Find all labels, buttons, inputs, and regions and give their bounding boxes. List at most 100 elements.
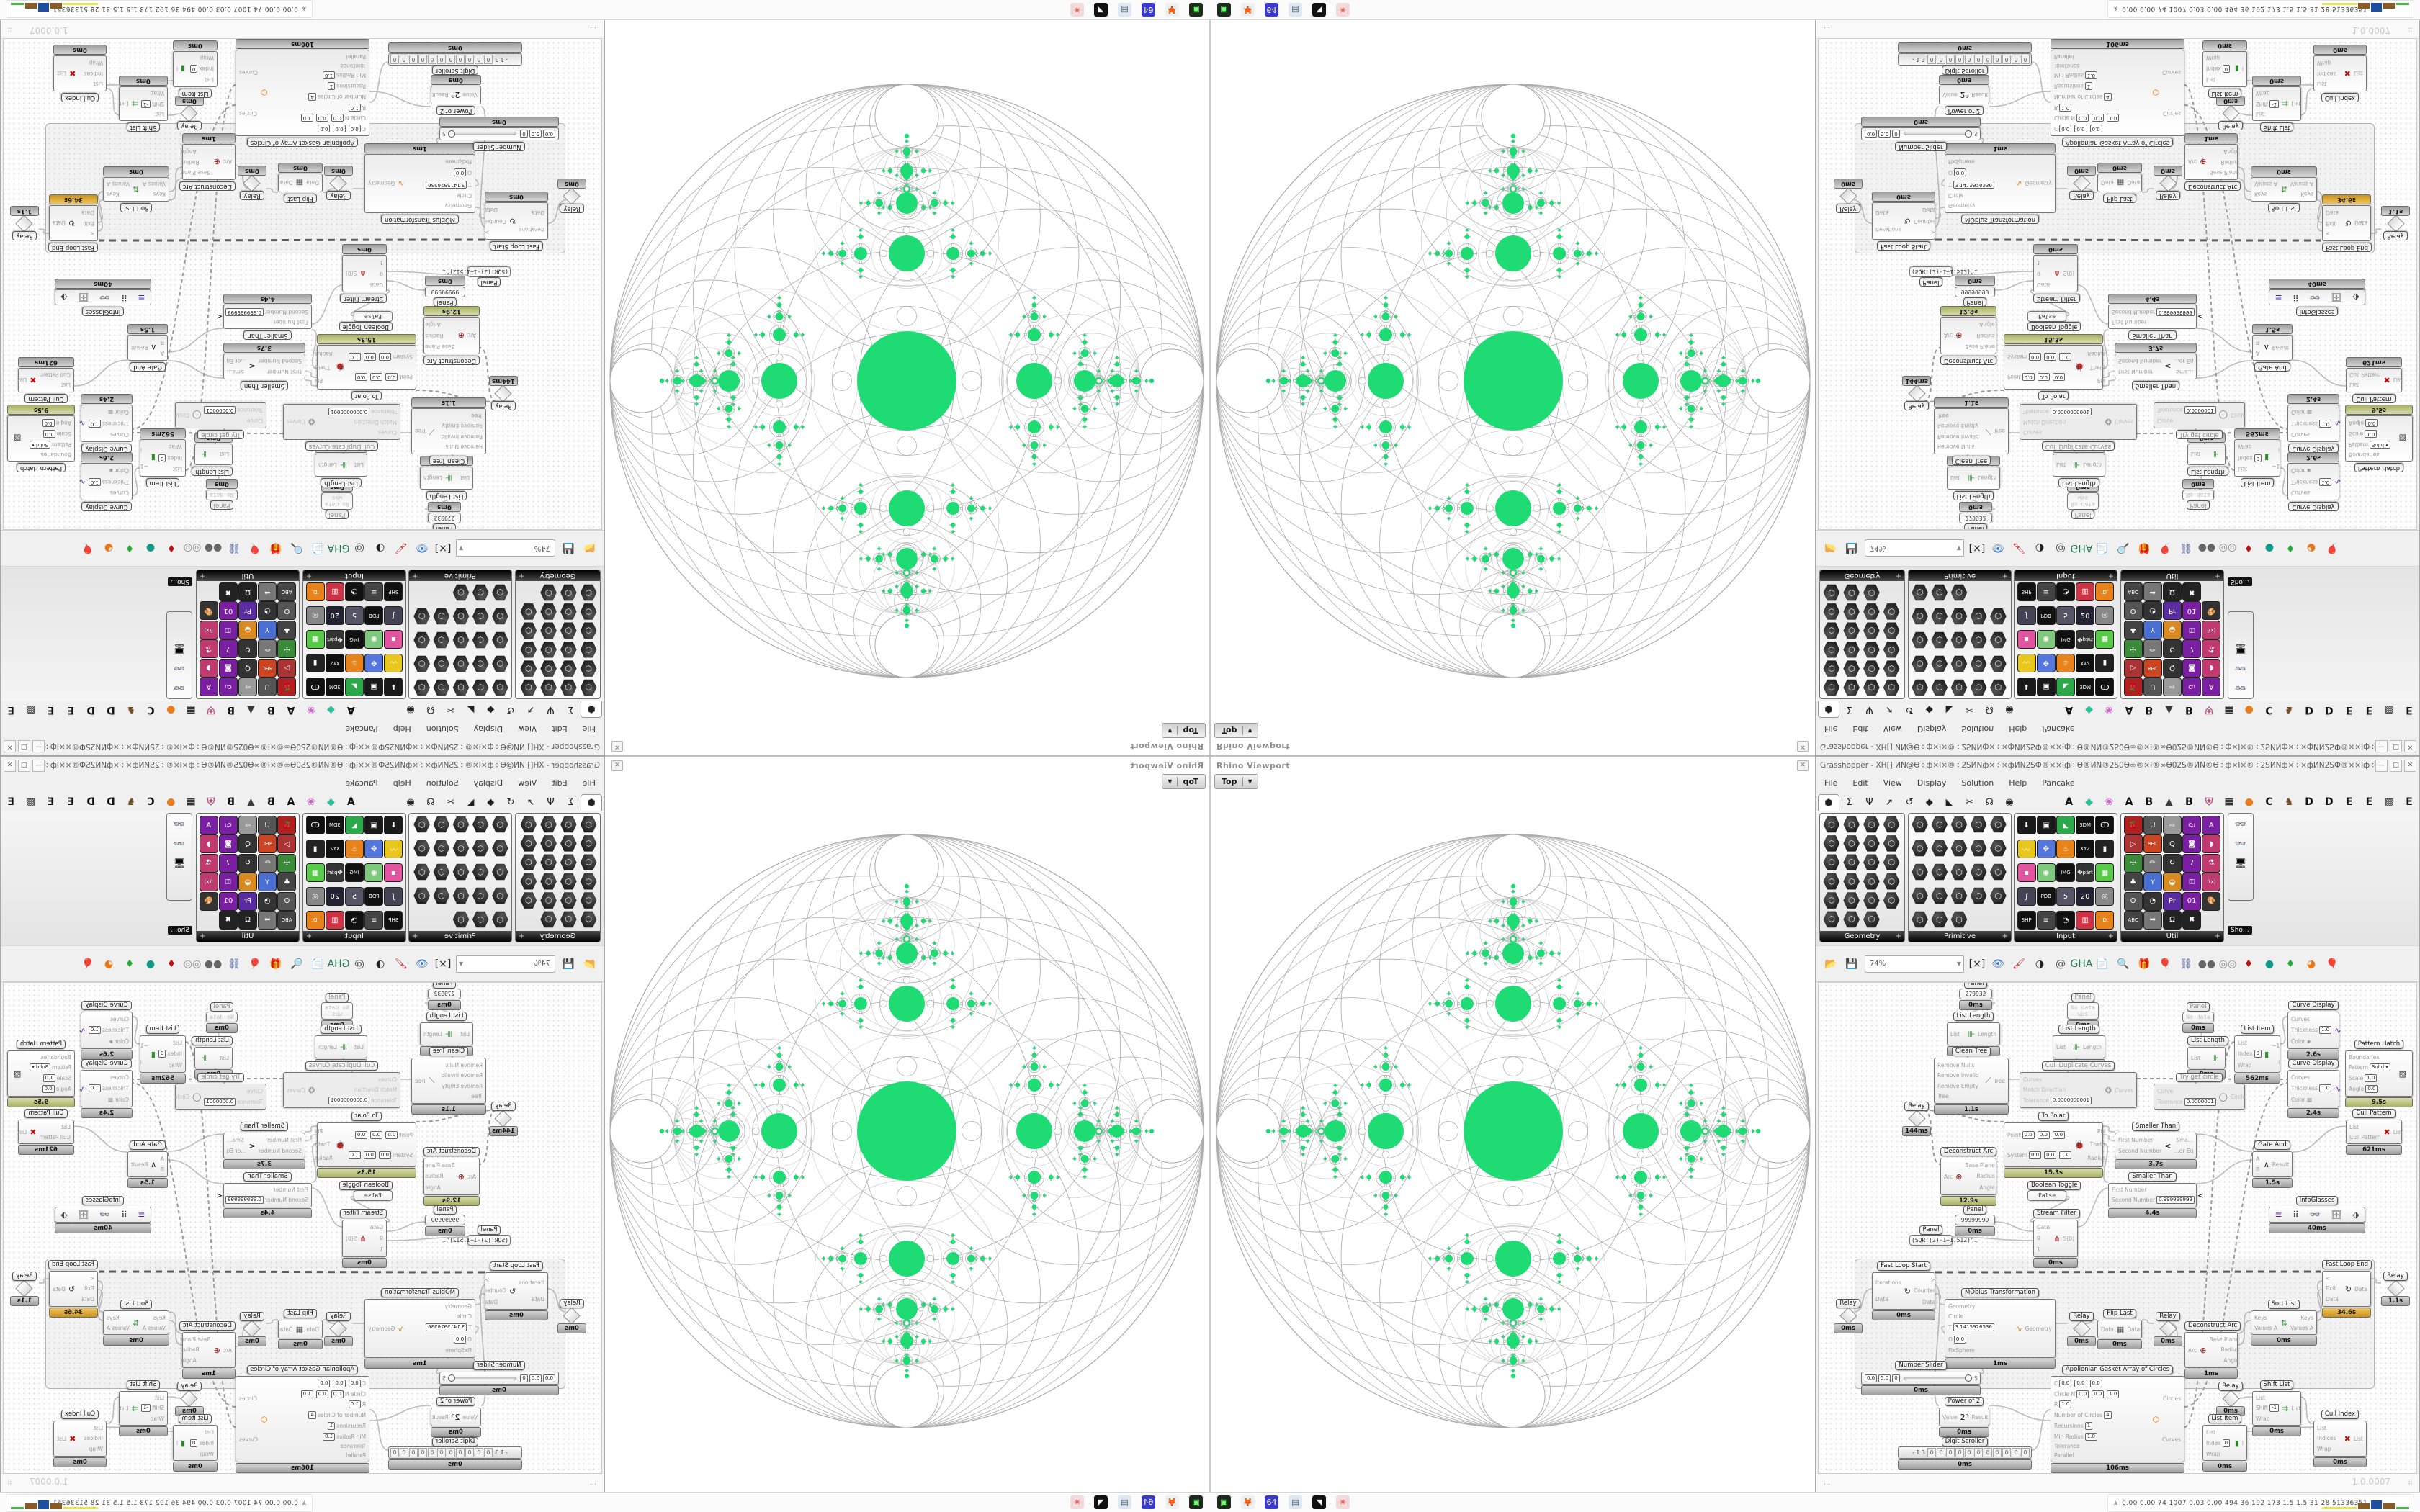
- gh-node-panel[interactable]: Panel 279932 0ms: [1959, 983, 1992, 1010]
- component-icon[interactable]: 🖥: [2234, 643, 2247, 654]
- app-calculator-icon[interactable]: ▤: [1118, 1495, 1131, 1509]
- component-icon[interactable]: ⬡: [472, 584, 489, 601]
- component-icon[interactable]: ✏: [2143, 639, 2162, 659]
- component-icon[interactable]: ▦: [305, 630, 325, 649]
- component-icon[interactable]: ⬡: [452, 608, 470, 625]
- value-chip[interactable]: 1.0: [42, 1074, 55, 1082]
- gh-node-apollonian-gasket-array-of-circles[interactable]: Apollonian Gasket Array of Circles C 0.0 …: [236, 1365, 369, 1473]
- component-icon[interactable]: ⬡: [1950, 840, 1968, 857]
- gh-node-shift-list[interactable]: Shift List List Shift -1 Wrap ⇉ List 0ms: [119, 1380, 168, 1436]
- component-icon[interactable]: ⬡: [413, 887, 431, 904]
- node-name-tag[interactable]: Relay: [326, 1312, 351, 1321]
- component-icon[interactable]: ➡: [258, 582, 277, 602]
- component-icon[interactable]: 01: [2182, 601, 2202, 621]
- node-name-tag[interactable]: MÖbius Transformation: [380, 215, 460, 224]
- digit-cell[interactable]: 0: [475, 1448, 483, 1457]
- component-icon[interactable]: ⬡: [1970, 608, 1987, 625]
- component-icon[interactable]: ⬡: [1990, 840, 2007, 857]
- component-icon[interactable]: ⬡: [560, 892, 577, 909]
- gh-plugin-tab-4[interactable]: B: [266, 704, 275, 716]
- red-gem-icon[interactable]: ♦: [2244, 958, 2254, 970]
- component-icon[interactable]: f(x): [2202, 620, 2221, 639]
- gh-plugin-tab-15[interactable]: E: [47, 704, 55, 716]
- value-chip[interactable]: 0.0: [378, 353, 392, 361]
- component-icon[interactable]: ⬡: [433, 816, 450, 833]
- gh-plugin-tab-12[interactable]: D: [107, 704, 115, 716]
- gh-node-m-bius-transformation[interactable]: MÖbius Transformation Geometry Circle T 3.1…: [364, 143, 475, 224]
- node-name-tag[interactable]: Smaller Than: [240, 1122, 289, 1131]
- rings-icon[interactable]: ◎◎: [2218, 542, 2237, 554]
- component-icon[interactable]: ⬡: [1823, 873, 1840, 890]
- slider-value-chip[interactable]: 5.0: [1878, 130, 1891, 138]
- node-name-tag[interactable]: Panel: [477, 277, 501, 287]
- component-icon[interactable]: ⬡: [472, 655, 489, 672]
- app-black-tool-icon[interactable]: ◥: [1094, 3, 1108, 17]
- menu-file[interactable]: File: [582, 778, 596, 788]
- panel-value[interactable]: 99999999: [1955, 287, 1995, 297]
- relay-icon[interactable]: [2221, 104, 2240, 122]
- value-chip[interactable]: 0.0: [2076, 114, 2089, 122]
- digit-cell[interactable]: 0: [409, 1448, 418, 1457]
- gh-node-relay[interactable]: Relay 0ms: [175, 1382, 204, 1416]
- gh-plugin-tab-12[interactable]: D: [107, 796, 115, 808]
- digit-cell[interactable]: 0: [465, 1448, 474, 1457]
- node-name-tag[interactable]: Panel: [1963, 983, 1988, 989]
- node-name-tag[interactable]: Digit Scroller: [431, 1437, 479, 1446]
- value-chip[interactable]: Solid ▾: [30, 441, 51, 449]
- node-name-tag[interactable]: To Polar: [2038, 1112, 2069, 1121]
- resize-grip-icon[interactable]: ⠿: [6, 25, 12, 32]
- component-icon[interactable]: ⬡: [1843, 835, 1860, 852]
- component-icon[interactable]: C:/: [218, 678, 238, 696]
- component-icon[interactable]: ⬡: [1863, 873, 1880, 890]
- node-name-tag[interactable]: Relay: [177, 121, 202, 130]
- app-firefox-icon[interactable]: 🦊: [1241, 3, 1255, 17]
- digit-cell[interactable]: 0: [2002, 1448, 2011, 1457]
- gh-plugin-tab-1[interactable]: ◆: [2085, 796, 2093, 808]
- component-icon[interactable]: ⬡: [1912, 887, 1928, 904]
- app-floppy64-icon[interactable]: 64: [1142, 3, 1155, 17]
- slider-value-chip[interactable]: 5.0: [1878, 1374, 1891, 1382]
- app-black-tool-icon[interactable]: ◥: [1312, 1495, 1326, 1509]
- gh-node-digit-scroller[interactable]: Digit Scroller - 1 3 0 0 0 0 0 0 0 0 0 0 0 0ms: [388, 1437, 522, 1470]
- draw-icon[interactable]: 🖌: [2012, 958, 2025, 970]
- value-chip[interactable]: 1: [2084, 82, 2093, 91]
- doc-edit-icon[interactable]: 📄: [2096, 542, 2109, 554]
- slider-value-chip[interactable]: 0: [520, 130, 528, 138]
- value-chip[interactable]: 0.0: [385, 1130, 398, 1139]
- value-chip[interactable]: 0.0: [2028, 353, 2042, 361]
- component-icon[interactable]: ⬡: [560, 873, 577, 890]
- component-icon[interactable]: ⬡: [1989, 655, 2007, 672]
- value-chip[interactable]: 0.0: [2074, 125, 2087, 133]
- gh-node-relay[interactable]: Relay 0ms: [2067, 1312, 2096, 1346]
- component-icon[interactable]: ⬡: [472, 631, 489, 649]
- gh-node-panel[interactable]: Panel 279932 0ms: [428, 982, 461, 1010]
- component-icon[interactable]: ⬡: [580, 641, 597, 658]
- app-calculator-icon[interactable]: ▤: [1289, 1495, 1302, 1509]
- node-name-tag[interactable]: Gate And: [2254, 362, 2290, 372]
- component-icon[interactable]: ⬡: [1989, 608, 2007, 625]
- component-icon[interactable]: ⬡: [1912, 631, 1929, 649]
- digit-cell[interactable]: 0: [437, 1448, 446, 1457]
- gh-node-deconstruct-arc[interactable]: Deconstruct Arc Arc ⊕ Base Plane Radius Angle…: [1940, 306, 1997, 365]
- component-icon[interactable]: ◗: [2202, 834, 2221, 854]
- component-icon[interactable]: ⬡: [560, 834, 577, 852]
- component-icon[interactable]: ⬡: [580, 834, 597, 852]
- component-icon[interactable]: ⬡: [1863, 854, 1880, 871]
- component-icon[interactable]: REC: [2143, 834, 2162, 854]
- gh-node-flip-last[interactable]: Flip Last Data ▦ Data 0ms: [278, 163, 323, 203]
- orange-ball-icon[interactable]: ◕: [2306, 958, 2316, 970]
- value-chip[interactable]: 1.0: [348, 1151, 361, 1159]
- object-preview-icon[interactable]: ◑: [375, 958, 385, 970]
- component-icon[interactable]: ⬡: [1912, 863, 1928, 881]
- gh-plugin-tab-5[interactable]: ▲: [247, 796, 255, 808]
- node-name-tag[interactable]: Cull Pattern: [24, 1109, 68, 1118]
- gh-plugin-tab-5[interactable]: ▲: [247, 704, 255, 716]
- component-icon[interactable]: ⬡: [520, 854, 537, 871]
- gh-node-curve-display[interactable]: Curve Display Curves Thickness 1.0 Color ▪ ∿…: [79, 1001, 133, 1060]
- node-name-tag[interactable]: Curve Display: [2288, 444, 2339, 453]
- node-name-tag[interactable]: InfoGlasses: [81, 307, 125, 316]
- component-icon[interactable]: ⬡: [1863, 892, 1880, 909]
- node-name-tag[interactable]: Number Slider: [473, 1361, 525, 1370]
- node-name-tag[interactable]: Digit Scroller: [1941, 1437, 1989, 1446]
